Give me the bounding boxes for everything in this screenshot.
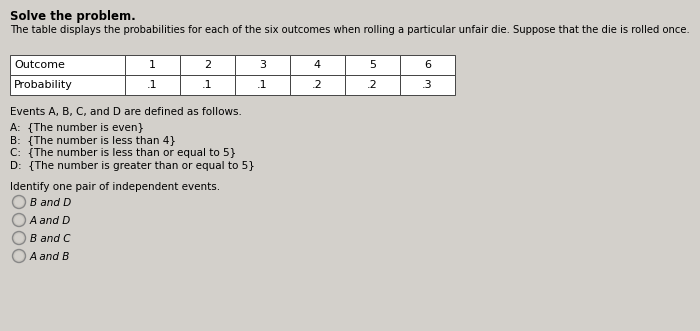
Bar [180,55,235,75]
Text: A:  {The number is even}: A: {The number is even} [10,122,144,132]
Text: The table displays the probabilities for each of the six outcomes when rolling a: The table displays the probabilities for… [10,25,689,35]
Text: Solve the problem.: Solve the problem. [10,10,136,23]
Text: Identify one pair of independent events.: Identify one pair of independent events. [10,182,220,192]
Text: Events A, B, C, and D are defined as follows.: Events A, B, C, and D are defined as fol… [10,107,242,117]
Text: 1: 1 [149,60,156,70]
Text: .3: .3 [422,80,433,90]
Circle shape [15,252,24,260]
Bar [235,75,290,95]
Circle shape [13,196,25,209]
Text: D:  {The number is greater than or equal to 5}: D: {The number is greater than or equal … [10,161,255,171]
Bar [345,55,400,75]
Circle shape [13,250,25,262]
Bar [10,75,125,95]
Text: .1: .1 [202,80,213,90]
Circle shape [15,198,24,207]
Bar [290,55,345,75]
Text: B and C: B and C [30,234,71,244]
Bar [235,55,290,75]
Text: .1: .1 [257,80,268,90]
Circle shape [15,233,24,243]
Text: 5: 5 [369,60,376,70]
Bar [290,75,345,95]
Bar [400,55,455,75]
Text: 2: 2 [204,60,211,70]
Text: B and D: B and D [30,198,71,208]
Text: Outcome: Outcome [14,60,65,70]
Text: .2: .2 [367,80,378,90]
Text: C:  {The number is less than or equal to 5}: C: {The number is less than or equal to … [10,148,237,158]
Text: .1: .1 [147,80,158,90]
Text: A and D: A and D [30,216,71,226]
Bar [125,55,180,75]
Bar [400,75,455,95]
Text: 3: 3 [259,60,266,70]
Text: B:  {The number is less than 4}: B: {The number is less than 4} [10,135,176,145]
Bar [10,55,125,75]
Text: .2: .2 [312,80,323,90]
Circle shape [13,231,25,245]
Circle shape [15,215,24,224]
Text: A and B: A and B [30,252,71,262]
Text: 4: 4 [314,60,321,70]
Bar [125,75,180,95]
Text: 6: 6 [424,60,431,70]
Text: Probability: Probability [14,80,73,90]
Bar [345,75,400,95]
Circle shape [13,213,25,226]
Bar [180,75,235,95]
